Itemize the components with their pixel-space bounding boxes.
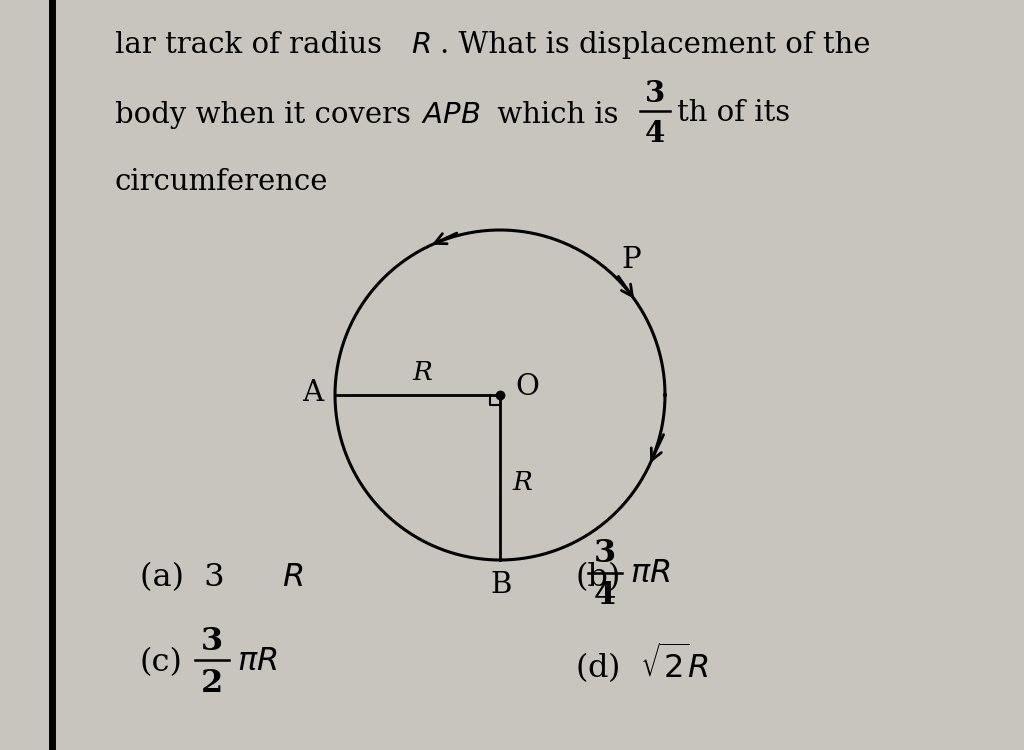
Text: A: A [302,379,324,407]
Text: which is: which is [488,101,628,129]
Text: R: R [413,361,432,386]
Text: th of its: th of its [677,99,791,127]
Text: P: P [622,246,641,274]
Text: $R$: $R$ [411,31,430,59]
Text: 4: 4 [594,580,616,611]
Text: O: O [515,373,539,401]
Text: . What is displacement of the: . What is displacement of the [440,31,870,59]
Text: (a)  3: (a) 3 [140,562,224,593]
Text: R: R [512,470,531,495]
Text: circumference: circumference [115,168,329,196]
Text: 4: 4 [645,118,666,148]
Text: (b): (b) [575,562,621,593]
Text: $R$: $R$ [282,562,303,593]
Text: body when it covers: body when it covers [115,101,420,129]
Text: B: B [490,571,512,599]
Text: $APB$: $APB$ [421,101,480,129]
Text: 2: 2 [201,668,223,698]
Text: (c): (c) [140,647,183,679]
Text: 3: 3 [201,626,223,656]
Text: (d)  $\sqrt{2}R$: (d) $\sqrt{2}R$ [575,640,709,686]
Text: $\pi R$: $\pi R$ [237,646,278,676]
Text: $\pi R$: $\pi R$ [630,559,671,590]
Text: 3: 3 [594,538,616,569]
Text: 3: 3 [645,79,666,107]
Text: lar track of radius: lar track of radius [115,31,391,59]
